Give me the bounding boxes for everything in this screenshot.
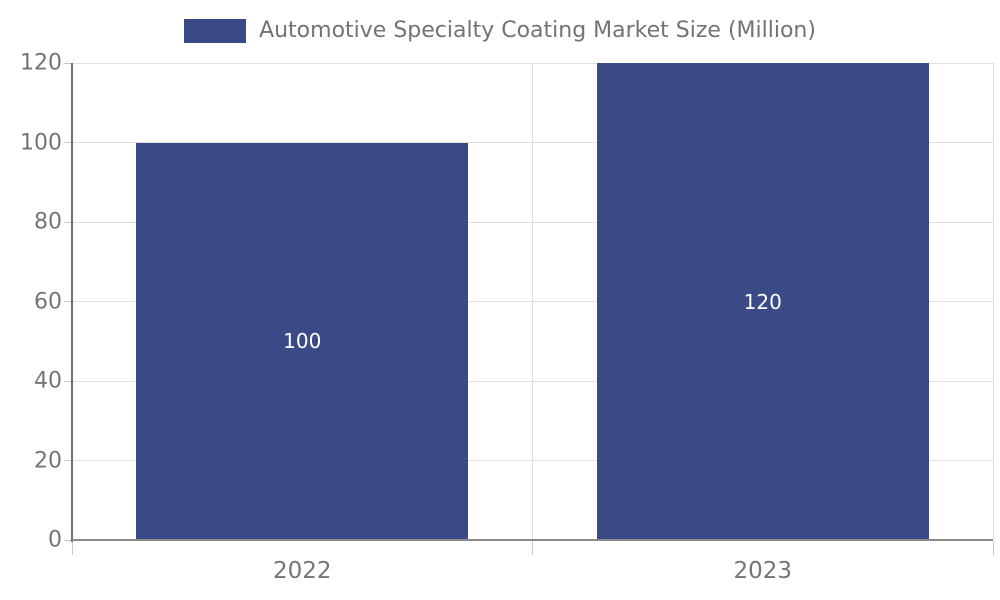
x-axis-tick [532, 541, 533, 555]
gridline-vertical [992, 63, 994, 540]
y-axis-label: 100 [20, 130, 62, 155]
x-axis-line [72, 539, 993, 541]
y-axis-tick [64, 539, 72, 541]
bar-value-label: 120 [743, 289, 782, 314]
x-axis-tick [71, 541, 73, 555]
gridline-vertical [532, 63, 533, 540]
y-axis-tick [64, 62, 72, 64]
chart-legend[interactable]: Automotive Specialty Coating Market Size… [0, 18, 1000, 43]
bar-value-label: 100 [283, 329, 322, 354]
y-axis-label: 60 [34, 289, 62, 314]
y-axis-tick [64, 221, 72, 223]
x-axis-label-2022: 2022 [272, 558, 332, 584]
legend-swatch-icon [184, 18, 247, 43]
y-axis-tick [64, 142, 72, 143]
legend-label: Automotive Specialty Coating Market Size… [259, 18, 816, 43]
y-axis-label: 20 [34, 448, 62, 473]
y-axis-line [71, 63, 73, 542]
y-axis-label: 80 [34, 209, 62, 235]
bar-2023[interactable] [596, 63, 929, 540]
y-axis-label: 0 [48, 527, 62, 553]
x-axis-tick [992, 541, 994, 555]
y-axis-label: 120 [20, 50, 62, 76]
y-axis-tick [64, 460, 72, 461]
y-axis-tick [64, 380, 72, 382]
y-axis-label: 40 [34, 368, 62, 394]
bar-2022[interactable] [136, 142, 469, 540]
x-axis-label-2023: 2023 [733, 558, 793, 584]
y-axis-tick [64, 301, 72, 302]
